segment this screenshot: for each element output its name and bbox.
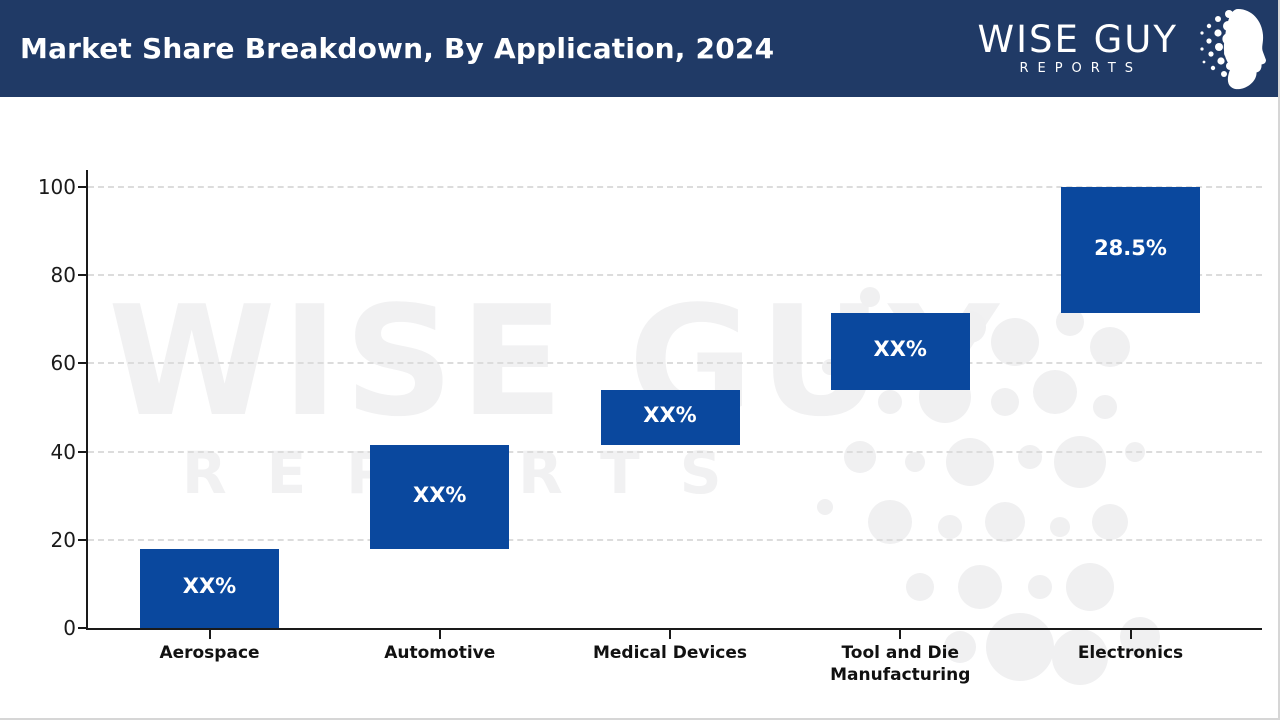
bar-aerospace: [140, 548, 279, 628]
y-tick-40: [78, 450, 87, 453]
logo-wordmark: WISE GUY REPORTS: [977, 18, 1178, 77]
bar-value-label: XX%: [182, 574, 237, 599]
logo-face-icon: [1200, 8, 1266, 89]
chart: WISE GUY REPORTS 020406080100XX%Aerospac…: [0, 97, 1278, 718]
x-category-label: Electronics: [1077, 643, 1184, 663]
x-axis-line: [86, 628, 1262, 630]
x-category-label: Automotive: [384, 643, 496, 663]
gridline-60: [88, 362, 1262, 365]
bar-value-label: XX%: [873, 337, 927, 362]
y-tick-60: [78, 362, 87, 365]
logo-name-text: WISE GUY: [977, 18, 1178, 61]
y-tick-label-20: 20: [50, 527, 76, 552]
bar-medical-devices: [600, 389, 740, 445]
bar-electronics: [1061, 187, 1200, 313]
bar-value-label: 28.5%: [1094, 235, 1167, 260]
x-tick: [1129, 630, 1132, 639]
x-category-label: Medical Devices: [592, 643, 747, 663]
y-tick-label-40: 40: [50, 439, 76, 464]
watermark-face-dots: [817, 287, 1160, 685]
y-tick-20: [78, 538, 87, 541]
y-tick-0: [78, 627, 87, 629]
gridline-40: [88, 450, 1262, 453]
y-tick-label-60: 60: [50, 351, 76, 376]
header: Market Share Breakdown, By Application, …: [0, 0, 1278, 97]
x-tick: [899, 630, 902, 639]
logo-reports-text: REPORTS: [1019, 61, 1143, 76]
y-tick-label-100: 100: [37, 175, 76, 199]
x-tick: [208, 630, 211, 639]
y-tick-100: [78, 186, 87, 188]
page-title: Market Share Breakdown, By Application, …: [20, 32, 775, 65]
bar-automotive: [370, 444, 510, 549]
bar-value-label: XX%: [413, 482, 467, 507]
x-tick: [669, 630, 671, 639]
x-category-label: Tool and Die Manufacturing: [830, 643, 971, 685]
x-category-label: Aerospace: [159, 643, 260, 663]
y-tick-80: [78, 274, 87, 277]
y-tick-label-0: 0: [63, 616, 76, 640]
bar-tool-and-die-manufacturing: [830, 312, 970, 390]
y-axis-line: [86, 170, 88, 630]
x-tick: [438, 630, 441, 639]
y-tick-label-80: 80: [50, 263, 76, 288]
gridline-20: [88, 538, 1262, 541]
gridline-80: [88, 274, 1262, 277]
logo: WISE GUY REPORTS: [978, 6, 1266, 92]
bar-value-label: XX%: [643, 403, 697, 428]
gridline-100: [88, 186, 1262, 188]
